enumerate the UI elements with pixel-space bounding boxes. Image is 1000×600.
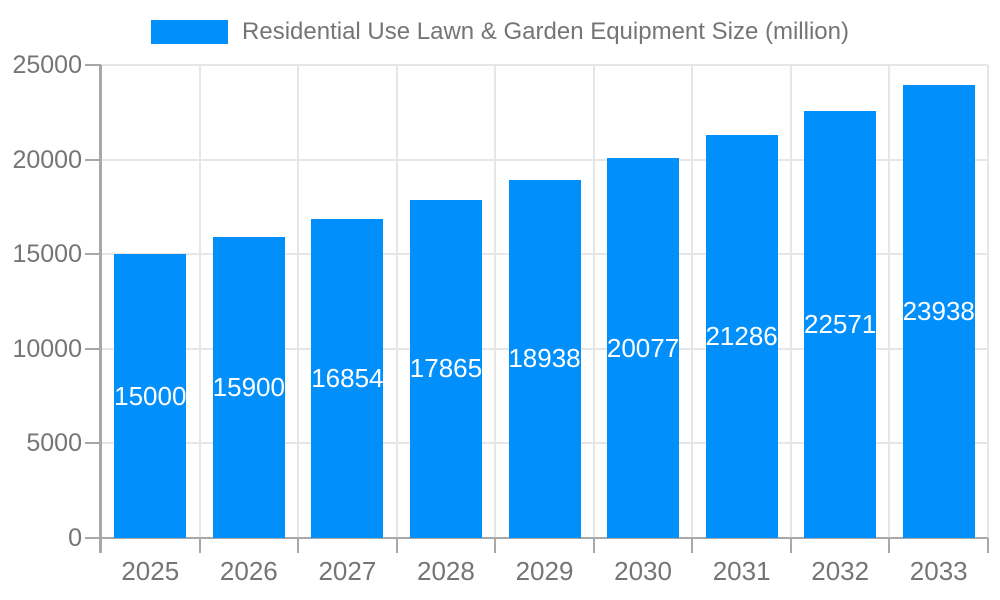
x-axis-tick — [592, 538, 595, 553]
y-axis-label: 20000 — [12, 145, 82, 174]
x-axis-label: 2027 — [318, 556, 377, 586]
legend-label[interactable]: Residential Use Lawn & Garden Equipment … — [242, 18, 849, 45]
x-axis-label: 2030 — [614, 556, 672, 586]
x-axis-tick — [888, 538, 891, 553]
y-axis-tick — [85, 347, 101, 350]
v-gridline — [987, 65, 989, 538]
x-axis-tick — [987, 538, 989, 553]
x-axis-label: 2025 — [121, 556, 180, 586]
bar-2031[interactable]: 21286 — [705, 135, 778, 538]
bar-2029[interactable]: 18938 — [508, 179, 581, 538]
bar-2027[interactable]: 16854 — [311, 219, 384, 538]
bar-value-label: 22571 — [804, 308, 877, 339]
x-axis-tick — [297, 538, 300, 553]
h-gridline — [101, 158, 988, 161]
v-gridline — [888, 65, 891, 538]
y-axis-label: 5000 — [26, 429, 82, 458]
x-axis-tick — [198, 538, 201, 553]
bar-2033[interactable]: 23938 — [903, 85, 975, 538]
bar-value-label: 18938 — [508, 343, 581, 374]
v-gridline — [494, 65, 497, 538]
x-axis-tick — [789, 538, 792, 553]
bar-value-label: 17865 — [409, 353, 483, 384]
y-axis-tick — [85, 64, 101, 66]
bar-2030[interactable]: 20077 — [607, 158, 679, 538]
x-axis-tick — [395, 538, 398, 553]
v-gridline — [297, 65, 300, 538]
legend-marker[interactable] — [151, 20, 229, 44]
v-gridline — [789, 65, 792, 538]
x-axis-tick — [494, 538, 497, 553]
x-axis-label: 2033 — [909, 556, 968, 586]
x-axis-line — [85, 537, 988, 539]
y-axis-label: 25000 — [12, 51, 82, 79]
bar-2026[interactable]: 15900 — [213, 237, 285, 538]
y-axis-label: 15000 — [12, 240, 82, 269]
bar-value-label: 16854 — [311, 363, 384, 394]
bar-2028[interactable]: 17865 — [409, 199, 483, 538]
y-axis-tick — [85, 253, 101, 256]
y-axis-line — [99, 65, 102, 553]
x-axis-label: 2029 — [515, 556, 574, 586]
y-axis-tick — [85, 158, 101, 161]
x-axis-tick — [691, 538, 694, 553]
v-gridline — [691, 65, 694, 538]
v-gridline — [395, 65, 398, 538]
bar-value-label: 15000 — [114, 380, 187, 411]
x-axis-label: 2032 — [811, 556, 870, 586]
legend: Residential Use Lawn & Garden Equipment … — [0, 19, 1000, 45]
bar-value-label: 23938 — [902, 296, 975, 327]
bar-2025[interactable]: 15000 — [114, 254, 186, 538]
bar-value-label: 20077 — [606, 332, 680, 363]
x-axis-label: 2026 — [219, 556, 278, 586]
y-axis-tick — [85, 442, 101, 445]
h-gridline — [101, 64, 988, 66]
x-axis-label: 2031 — [712, 556, 771, 586]
y-axis-label: 0 — [68, 524, 82, 552]
v-gridline — [592, 65, 595, 538]
y-axis-label: 10000 — [12, 334, 82, 363]
bar-value-label: 21286 — [705, 321, 778, 352]
v-gridline — [198, 65, 201, 538]
bar-2032[interactable]: 22571 — [804, 110, 877, 538]
bar-value-label: 15900 — [212, 372, 285, 403]
x-axis-label: 2028 — [417, 556, 475, 586]
